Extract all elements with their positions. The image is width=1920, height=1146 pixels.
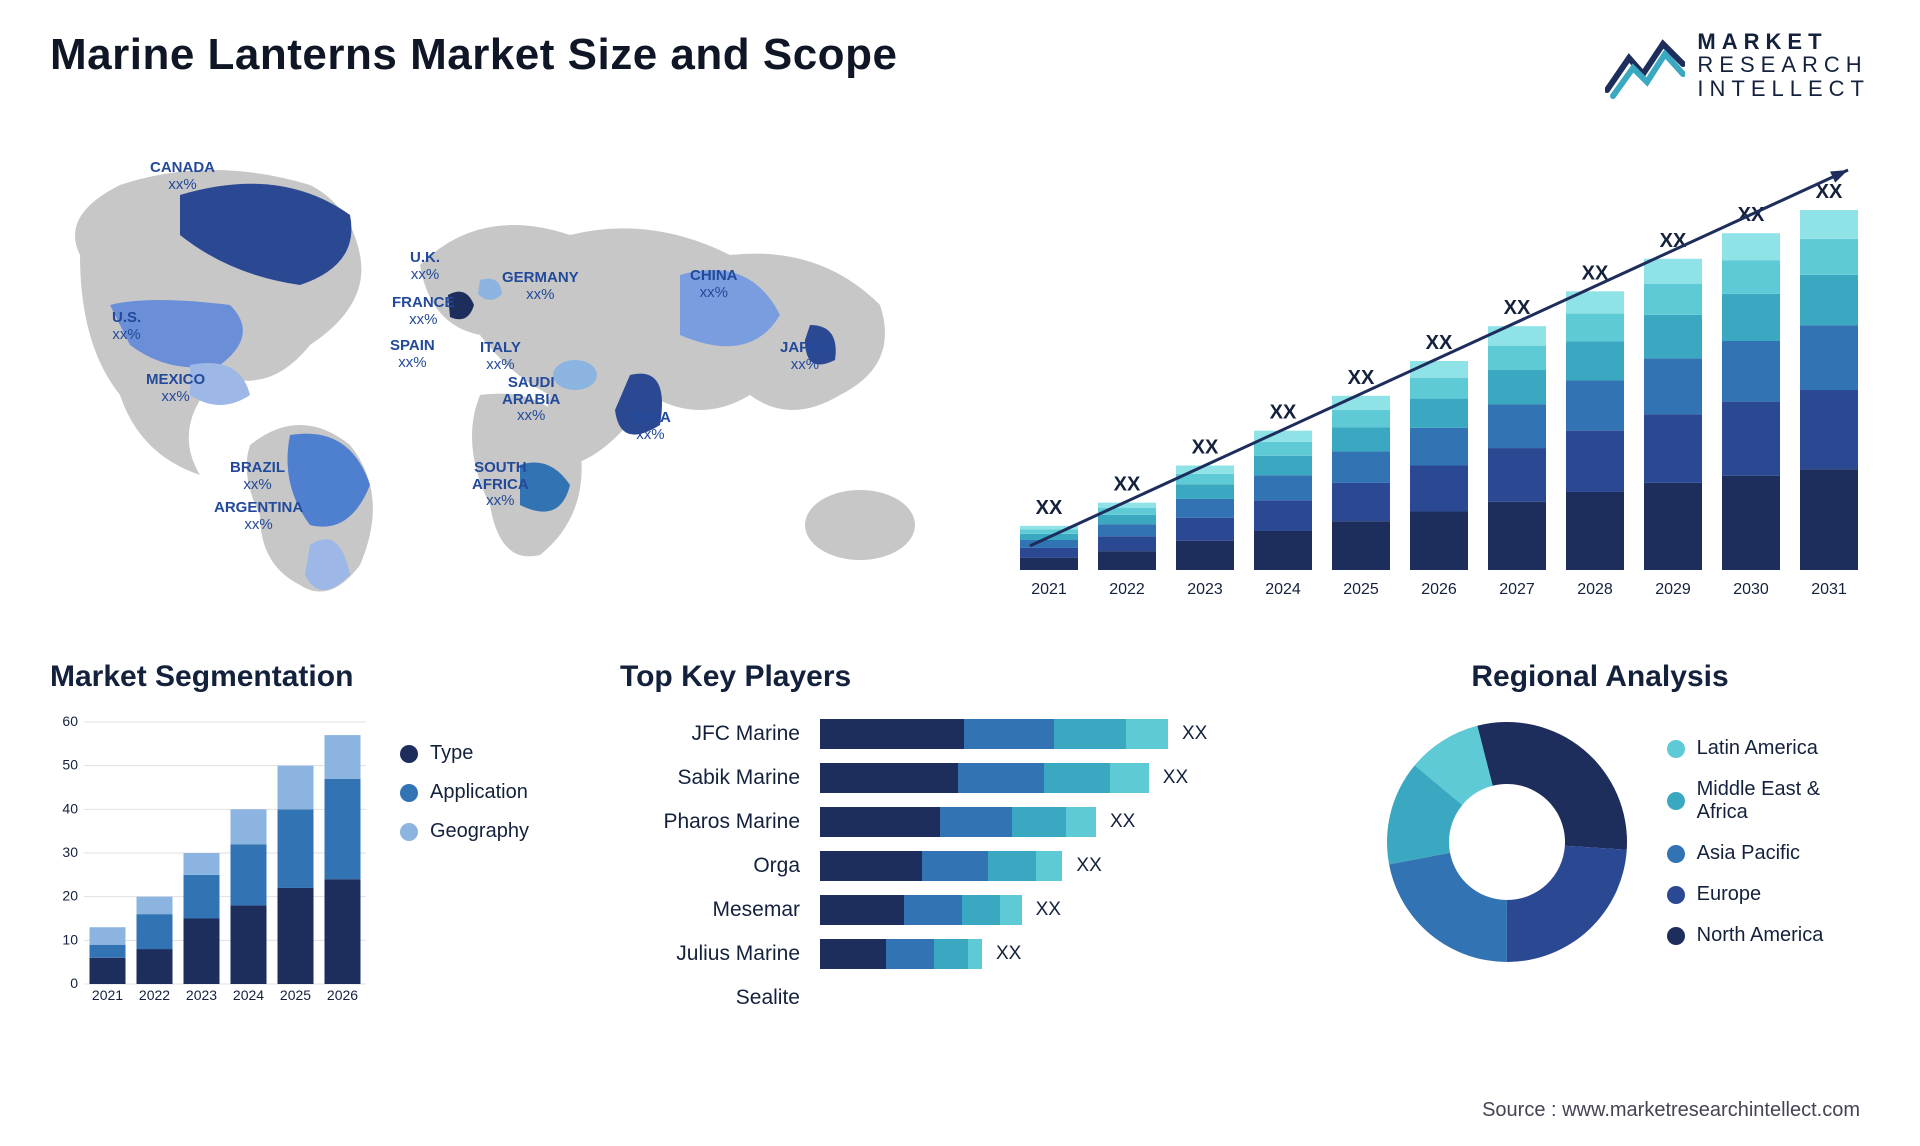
world-map-panel: CANADAxx% U.S.xx%MEXICOxx% BRAZILxx% ARGENT…: [50, 140, 930, 620]
source-text: Source : www.marketresearchintellect.com: [1482, 1099, 1860, 1122]
segmentation-title: Market Segmentation: [50, 660, 570, 694]
player-value: XX: [1163, 767, 1188, 789]
svg-text:XX: XX: [1036, 497, 1063, 519]
svg-text:2022: 2022: [1109, 581, 1145, 598]
players-panel: Top Key Players JFC MarineSabik MarinePh…: [620, 660, 1280, 1060]
svg-text:10: 10: [62, 931, 78, 947]
svg-text:2029: 2029: [1655, 581, 1691, 598]
player-bar-row: [820, 976, 1280, 1020]
forecast-chart: XX 2021 XX 2022 XX 2023 XX 2024 XX 2025 XX 2026 XX 20…: [990, 140, 1890, 620]
player-label: Sealite: [620, 976, 800, 1020]
page-title: Marine Lanterns Market Size and Scope: [50, 30, 897, 80]
logo-text-2: RESEARCH: [1697, 53, 1870, 76]
player-label: Orga: [620, 844, 800, 888]
svg-text:2026: 2026: [327, 987, 358, 1003]
svg-text:30: 30: [62, 844, 78, 860]
players-title: Top Key Players: [620, 660, 1280, 694]
svg-text:2023: 2023: [1187, 581, 1223, 598]
seg-legend-item: Type: [400, 742, 570, 765]
seg-legend-item: Geography: [400, 820, 570, 843]
logo-mark-icon: [1605, 30, 1685, 100]
svg-text:XX: XX: [1426, 332, 1453, 354]
svg-text:40: 40: [62, 800, 78, 816]
svg-text:2023: 2023: [186, 987, 217, 1003]
player-bar-row: XX: [820, 932, 1280, 976]
regional-donut: [1377, 712, 1637, 972]
player-value: XX: [996, 943, 1021, 965]
player-label: Julius Marine: [620, 932, 800, 976]
svg-text:XX: XX: [1270, 402, 1297, 424]
regional-legend-item: Latin America: [1667, 737, 1824, 760]
svg-text:2024: 2024: [233, 987, 264, 1003]
map-label-uk: U.K.xx%: [410, 250, 440, 283]
svg-text:XX: XX: [1192, 436, 1219, 458]
regional-legend-item: Asia Pacific: [1667, 842, 1824, 865]
regional-title: Regional Analysis: [1330, 660, 1870, 694]
player-bar-row: XX: [820, 800, 1280, 844]
svg-text:2030: 2030: [1733, 581, 1769, 598]
player-value: XX: [1182, 723, 1207, 745]
map-label-argentina: ARGENTINAxx%: [214, 500, 303, 533]
svg-text:XX: XX: [1504, 297, 1531, 319]
map-label-spain: SPAINxx%: [390, 338, 435, 371]
map-label-india: INDIAxx%: [630, 410, 671, 443]
player-value: XX: [1110, 811, 1135, 833]
player-bar-row: XX: [820, 888, 1280, 932]
brand-logo: MARKET RESEARCH INTELLECT: [1605, 30, 1870, 100]
segmentation-chart: 0 10 20 30 40 50 60 2021 2022 2023 2024 2025 2026: [50, 712, 370, 1012]
map-label-china: CHINAxx%: [690, 268, 738, 301]
svg-text:XX: XX: [1348, 367, 1375, 389]
regional-panel: Regional Analysis Latin America Middle Ea…: [1330, 660, 1870, 1060]
svg-text:2021: 2021: [92, 987, 123, 1003]
player-bar-row: XX: [820, 756, 1280, 800]
svg-text:50: 50: [62, 757, 78, 773]
svg-text:2022: 2022: [139, 987, 170, 1003]
map-label-canada: CANADAxx%: [150, 160, 215, 193]
svg-text:2025: 2025: [1343, 581, 1379, 598]
map-label-saudiarabia: SAUDIARABIAxx%: [502, 375, 560, 425]
player-bar-row: XX: [820, 712, 1280, 756]
svg-text:XX: XX: [1114, 474, 1141, 496]
logo-text-1: MARKET: [1697, 30, 1870, 53]
player-label: Mesemar: [620, 888, 800, 932]
player-bar-row: XX: [820, 844, 1280, 888]
regional-legend-item: Middle East &Africa: [1667, 778, 1824, 824]
map-label-southafrica: SOUTHAFRICAxx%: [472, 460, 529, 510]
svg-text:2021: 2021: [1031, 581, 1067, 598]
svg-text:XX: XX: [1660, 230, 1687, 252]
map-label-france: FRANCExx%: [392, 295, 455, 328]
map-label-germany: GERMANYxx%: [502, 270, 579, 303]
svg-text:60: 60: [62, 713, 78, 729]
player-label: Sabik Marine: [620, 756, 800, 800]
svg-text:2026: 2026: [1421, 581, 1457, 598]
map-label-us: U.S.xx%: [112, 310, 141, 343]
svg-text:0: 0: [70, 975, 78, 991]
player-label: JFC Marine: [620, 712, 800, 756]
logo-text-3: INTELLECT: [1697, 77, 1870, 100]
map-label-japan: JAPANxx%: [780, 340, 830, 373]
regional-legend-item: North America: [1667, 924, 1824, 947]
svg-text:2028: 2028: [1577, 581, 1613, 598]
map-label-brazil: BRAZILxx%: [230, 460, 285, 493]
svg-text:2031: 2031: [1811, 581, 1847, 598]
map-label-italy: ITALYxx%: [480, 340, 521, 373]
svg-text:2027: 2027: [1499, 581, 1535, 598]
svg-text:2024: 2024: [1265, 581, 1301, 598]
map-label-mexico: MEXICOxx%: [146, 372, 205, 405]
player-value: XX: [1036, 899, 1061, 921]
regional-legend-item: Europe: [1667, 883, 1824, 906]
svg-text:20: 20: [62, 888, 78, 904]
svg-text:2025: 2025: [280, 987, 311, 1003]
player-value: XX: [1076, 855, 1101, 877]
seg-legend-item: Application: [400, 781, 570, 804]
segmentation-panel: Market Segmentation 0 10 20 30 40 50 60 2021 202…: [50, 660, 570, 1060]
player-label: Pharos Marine: [620, 800, 800, 844]
